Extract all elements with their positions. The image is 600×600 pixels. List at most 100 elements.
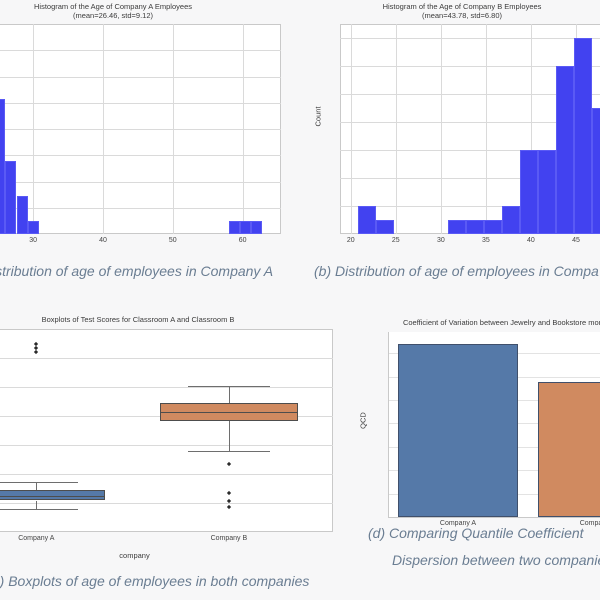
gridline-v bbox=[485, 24, 487, 234]
gridline-h bbox=[340, 94, 600, 95]
boxplot-cap-upper bbox=[0, 482, 78, 484]
histogram-bar bbox=[538, 150, 557, 234]
histogram-bar bbox=[16, 196, 28, 234]
gridline-h bbox=[0, 102, 281, 104]
xtick-label: 30 bbox=[29, 237, 38, 244]
chart-b-plot: 02468101214 20253035404550 bbox=[340, 24, 600, 244]
cv-bar-2 bbox=[537, 381, 600, 517]
caption-b: (b) Distribution of age of employees in … bbox=[314, 263, 599, 279]
chart-d-plot: 0.000.010.020.030.040.050.060.07 Company… bbox=[388, 332, 600, 527]
xtick-label: Company B bbox=[210, 535, 248, 542]
gridline-v bbox=[172, 24, 174, 234]
histogram-bar bbox=[556, 66, 575, 234]
boxplot-cap-lower bbox=[187, 450, 271, 452]
histogram-bar bbox=[448, 220, 467, 234]
gridline-h bbox=[0, 76, 281, 78]
axis-line-y bbox=[388, 332, 389, 517]
histogram-bar bbox=[466, 220, 485, 234]
chart-c-plot: Company A Company B bbox=[0, 329, 333, 542]
gridline-h bbox=[0, 358, 333, 359]
gridline-h bbox=[0, 50, 281, 52]
histogram-bar bbox=[0, 98, 6, 234]
histogram-bar bbox=[239, 220, 251, 234]
figure-b: Histogram of the Age of Company B Employ… bbox=[312, 2, 600, 292]
boxplot-whisker-upper bbox=[228, 385, 230, 404]
gridline-h bbox=[0, 474, 333, 475]
xtick-label: 30 bbox=[436, 237, 445, 244]
boxplot-median bbox=[160, 412, 298, 414]
histogram-bar bbox=[592, 108, 600, 234]
chart-d-ylabel: QCD bbox=[358, 412, 368, 429]
figure-c: Boxplots of Test Scores for Classroom A … bbox=[0, 315, 338, 565]
boxplot-cap-upper bbox=[187, 385, 271, 387]
boxplot-cap-lower bbox=[0, 508, 78, 510]
gridline-h bbox=[340, 122, 600, 123]
chart-a-plot: 2030405060 bbox=[0, 24, 281, 244]
xtick-label: 45 bbox=[572, 237, 580, 244]
xtick-label: Company A bbox=[439, 520, 477, 527]
boxplot-whisker-lower bbox=[36, 500, 38, 509]
figure-d: Coefficient of Variation between Jewelry… bbox=[340, 318, 600, 568]
histogram-bar bbox=[358, 206, 376, 234]
boxplot-median bbox=[0, 495, 106, 497]
histogram-bar bbox=[251, 220, 263, 234]
histogram-bar bbox=[228, 220, 240, 234]
chart-d-title: Coefficient of Variation between Jewelry… bbox=[402, 318, 600, 327]
gridline-h bbox=[0, 155, 281, 157]
caption-a: (a) Distribution of age of employees in … bbox=[0, 263, 274, 279]
gridline-h bbox=[340, 66, 600, 67]
chart-a-title-line1: Histogram of the Age of Company A Employ… bbox=[33, 2, 192, 11]
histogram-bar bbox=[484, 220, 503, 234]
xtick-label: 60 bbox=[238, 237, 247, 244]
histogram-bar bbox=[5, 160, 17, 234]
histogram-bar bbox=[502, 206, 521, 234]
xtick-label: 25 bbox=[391, 237, 400, 244]
gridline-h bbox=[340, 38, 600, 39]
gridline-h bbox=[340, 206, 600, 207]
gridline-h bbox=[0, 387, 333, 388]
xtick-label: 50 bbox=[168, 237, 177, 244]
chart-c-title: Boxplots of Test Scores for Classroom A … bbox=[41, 315, 235, 324]
caption-c: (c) Boxplots of age of employees in both… bbox=[0, 573, 310, 589]
histogram-bar bbox=[376, 220, 394, 234]
gridline-h bbox=[340, 150, 600, 151]
boxplot-whisker-lower bbox=[228, 421, 230, 451]
boxplot-box bbox=[0, 490, 106, 501]
gridline-h bbox=[0, 181, 281, 183]
xtick-label: Company A bbox=[18, 535, 55, 542]
chart-a-title-line2: (mean=26.46, std=9.12) bbox=[72, 11, 154, 21]
histogram-bar bbox=[574, 38, 593, 234]
xtick-label: 20 bbox=[346, 237, 355, 244]
chart-b-title-line2: (mean=43.78, std=6.80) bbox=[421, 11, 503, 21]
xtick-label: 40 bbox=[99, 237, 107, 244]
xtick-label: 40 bbox=[526, 237, 535, 244]
xtick-label: 35 bbox=[481, 237, 490, 244]
gridline-h bbox=[0, 129, 281, 130]
gridline-v bbox=[103, 24, 104, 234]
chart-a-title: Histogram of the Age of Company A Employ… bbox=[0, 2, 288, 21]
gridline-v bbox=[440, 24, 442, 234]
histogram-bar bbox=[27, 220, 39, 234]
caption-d-line2: Dispersion between two companie bbox=[392, 552, 600, 568]
figure-a: Histogram of the Age of Company A Employ… bbox=[0, 2, 288, 292]
gridline-v bbox=[350, 24, 352, 234]
caption-d-line1: (d) Comparing Quantile Coefficient bbox=[368, 525, 584, 541]
chart-b-ylabel: Count bbox=[313, 106, 323, 127]
gridline-h bbox=[340, 178, 600, 179]
gridline-v bbox=[33, 24, 35, 234]
xtick-label: Company B bbox=[579, 520, 600, 527]
histogram-bar bbox=[520, 150, 539, 234]
chart-c-frame bbox=[0, 329, 333, 532]
boxplot-whisker-upper bbox=[36, 482, 38, 491]
gridline-v bbox=[242, 24, 244, 234]
cv-bar-1 bbox=[397, 344, 519, 517]
chart-b-title-line1: Histogram of the Age of Company B Employ… bbox=[382, 2, 542, 11]
gridline-v bbox=[530, 24, 532, 234]
gridline-h bbox=[0, 445, 333, 446]
axis-line-x bbox=[388, 517, 600, 518]
gridline-h bbox=[0, 503, 333, 504]
gridline-v bbox=[395, 24, 397, 234]
chart-b-title: Histogram of the Age of Company B Employ… bbox=[312, 2, 600, 21]
gridline-h bbox=[0, 207, 281, 209]
